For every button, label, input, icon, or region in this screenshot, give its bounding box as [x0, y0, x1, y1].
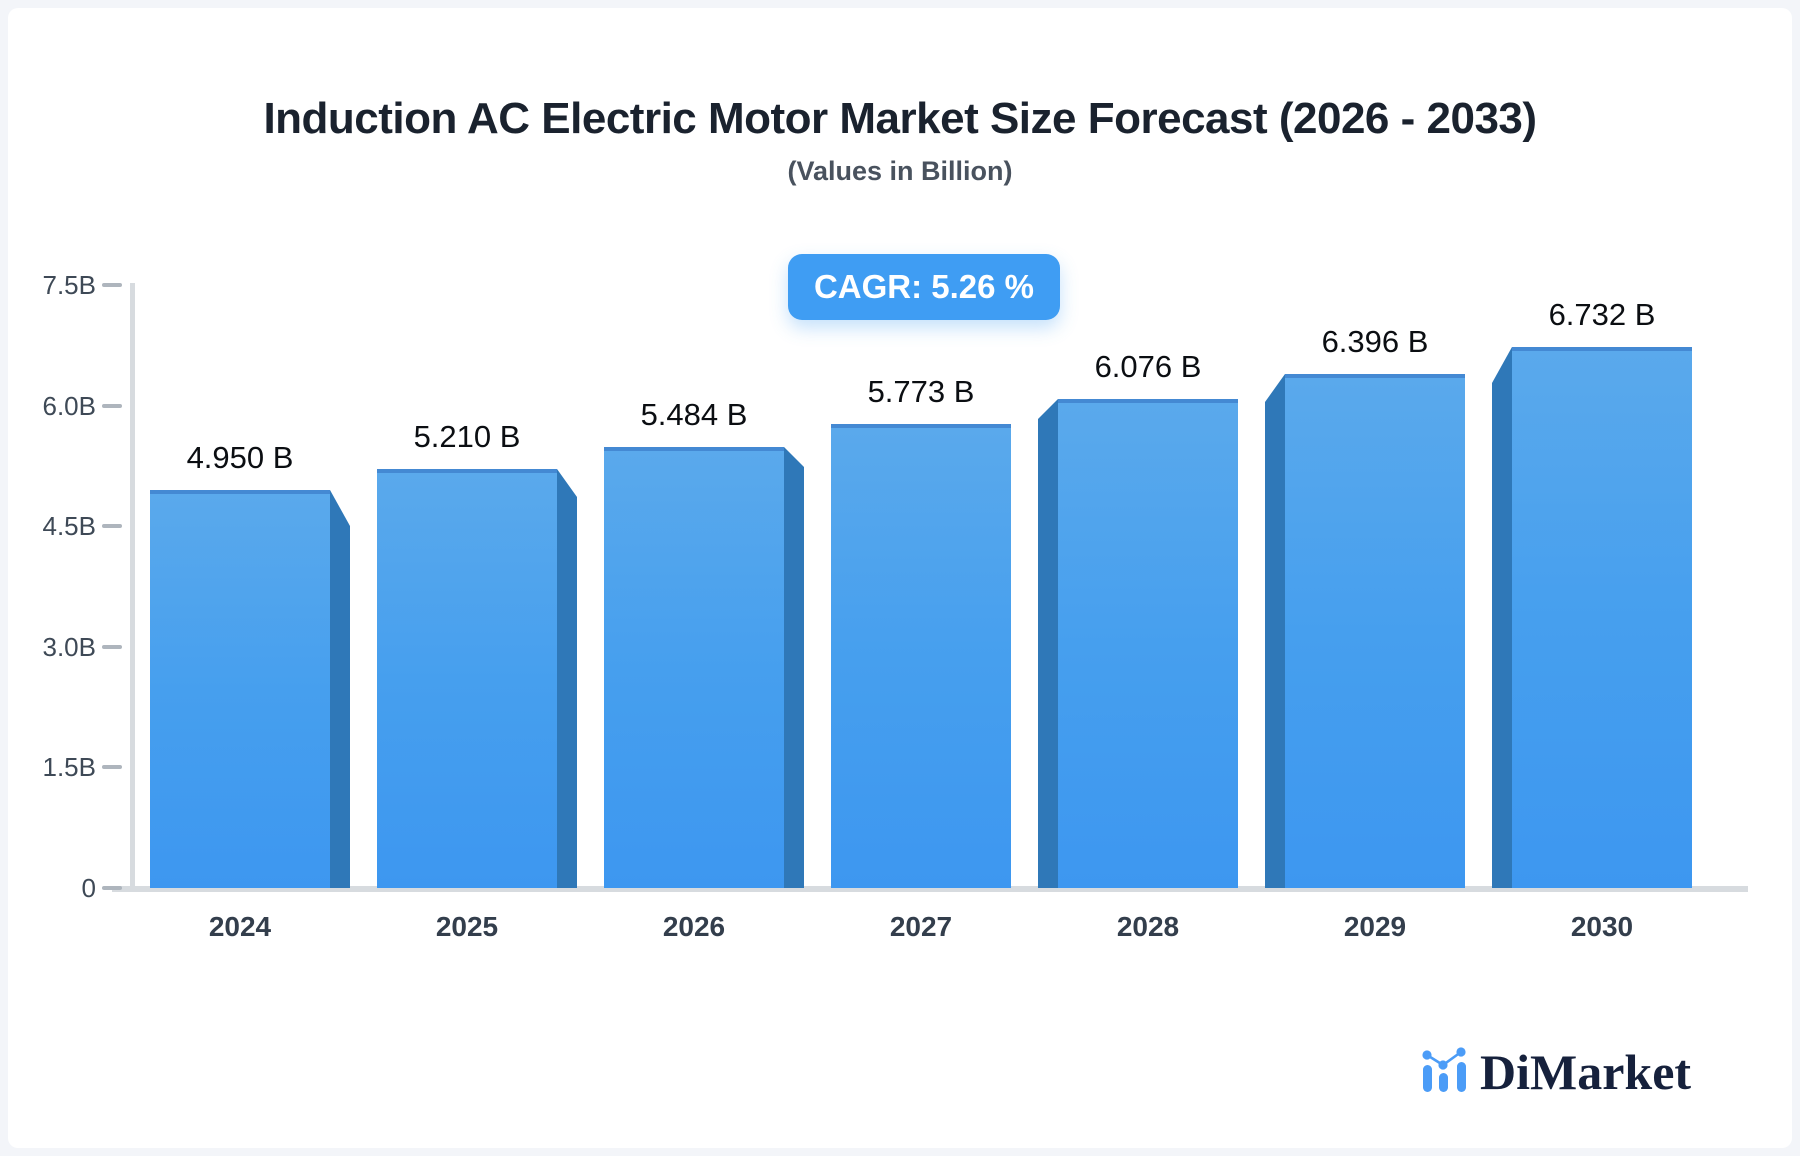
x-tick-label: 2028 — [1116, 911, 1180, 942]
x-tick-label: 2026 — [662, 911, 726, 942]
y-tick-mark — [102, 644, 122, 649]
y-tick-label: 3.0B — [42, 631, 97, 662]
y-tick-label: 0 — [81, 873, 96, 903]
x-axis-line — [112, 886, 1748, 892]
y-axis-line — [130, 283, 135, 888]
x-tick-label: 2025 — [435, 911, 499, 942]
bar-value-label: 4.950 B — [186, 440, 294, 475]
bar-2030 — [1512, 347, 1692, 888]
bar-2025 — [377, 469, 557, 888]
bar-side-2026 — [784, 447, 804, 888]
y-tick-label: 4.5B — [42, 511, 97, 542]
bar-value-label: 5.484 B — [640, 397, 748, 432]
bar-value-label: 6.396 B — [1321, 324, 1429, 359]
bar-side-2028 — [1038, 399, 1058, 888]
bar-2026 — [604, 447, 784, 888]
y-tick-label: 7.5B — [42, 270, 97, 300]
brand-logo-icon — [1420, 1046, 1468, 1097]
bar-value-label: 5.773 B — [867, 374, 975, 409]
x-tick-label: 2024 — [208, 911, 272, 942]
x-tick-label: 2029 — [1343, 911, 1407, 942]
y-tick-mark — [102, 524, 122, 529]
y-tick-label: 1.5B — [42, 752, 97, 783]
brand-logo-label: DiMarket — [1480, 1044, 1692, 1100]
brand-logo: DiMarket — [1420, 1046, 1691, 1097]
x-tick-label: 2027 — [889, 911, 953, 942]
y-tick-mark — [102, 765, 122, 770]
cagr-badge: CAGR: 5.26 % — [788, 254, 1060, 320]
chart-subtitle: (Values in Billion) — [787, 156, 1013, 186]
bar-value-label: 6.732 B — [1548, 297, 1656, 332]
y-tick-mark — [102, 403, 122, 408]
bar-value-label: 6.076 B — [1094, 349, 1202, 384]
bar-2027 — [831, 424, 1011, 888]
x-tick-label: 2030 — [1570, 911, 1634, 942]
y-tick-label: 6.0B — [42, 390, 97, 421]
page-title: Induction AC Electric Motor Market Size … — [263, 94, 1537, 143]
y-tick-mark — [102, 283, 122, 287]
bar-side-2029 — [1265, 374, 1285, 888]
bar-side-2025 — [557, 469, 577, 888]
bar-side-2024 — [330, 490, 350, 888]
bar-2029 — [1285, 374, 1465, 888]
bar-2024 — [150, 490, 330, 888]
bar-value-label: 5.210 B — [413, 419, 521, 454]
y-tick-mark — [102, 886, 122, 890]
plot-area: 7.5B 6.0B 4.5B 3.0B 1.5B 0 4.950 B 2024 5.210 B 2… — [8, 8, 1792, 1148]
bar-2028 — [1058, 399, 1238, 888]
chart-card: Induction AC Electric Motor Market Size … — [8, 8, 1792, 1148]
bar-side-2030 — [1492, 347, 1512, 888]
